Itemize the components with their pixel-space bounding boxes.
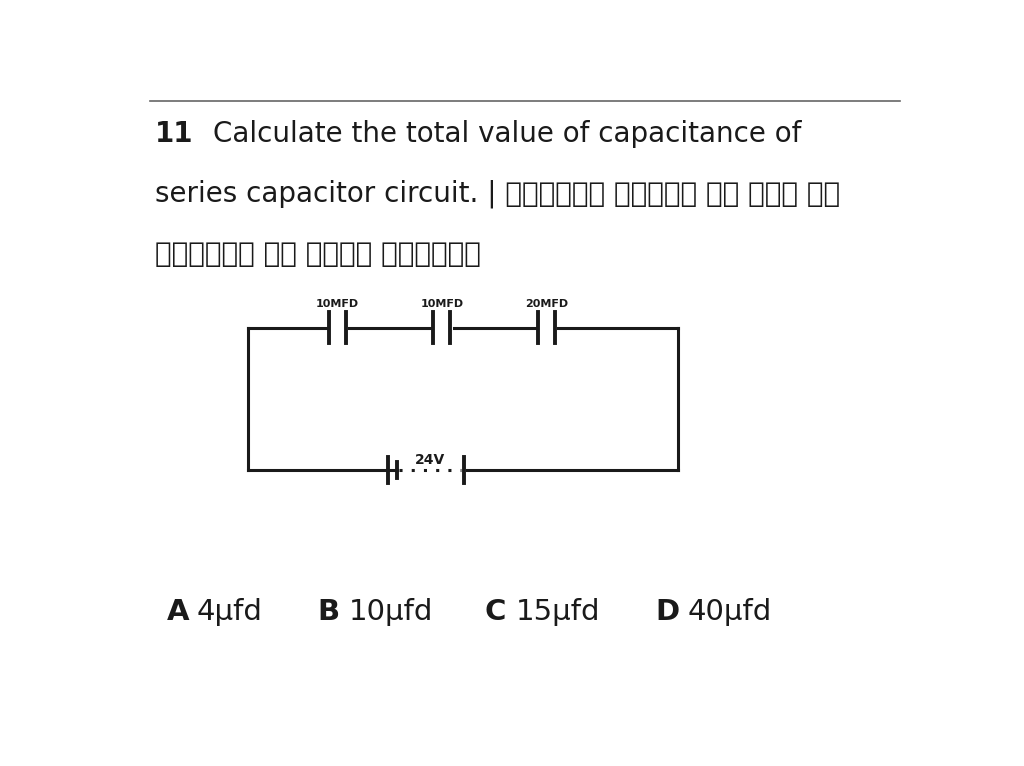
Text: 15μfd: 15μfd [515, 598, 600, 627]
Text: D: D [655, 598, 679, 627]
Text: 11: 11 [155, 119, 194, 148]
Text: 10MFD: 10MFD [420, 299, 464, 309]
Text: धारिता की गणना कीजिये: धारिता की गणना कीजिये [155, 240, 481, 268]
Text: Calculate the total value of capacitance of: Calculate the total value of capacitance… [213, 119, 802, 148]
Text: C: C [484, 598, 506, 627]
Text: 10μfd: 10μfd [349, 598, 433, 627]
Text: 10MFD: 10MFD [315, 299, 358, 309]
Text: A: A [167, 598, 189, 627]
Text: B: B [317, 598, 340, 627]
Text: 20MFD: 20MFD [525, 299, 568, 309]
Text: 40μfd: 40μfd [687, 598, 772, 627]
Text: series capacitor circuit. | श्रेणी परिपथ की कुल सं: series capacitor circuit. | श्रेणी परिपथ… [155, 180, 841, 208]
Text: 4μfd: 4μfd [197, 598, 262, 627]
Text: 24V: 24V [415, 453, 445, 467]
